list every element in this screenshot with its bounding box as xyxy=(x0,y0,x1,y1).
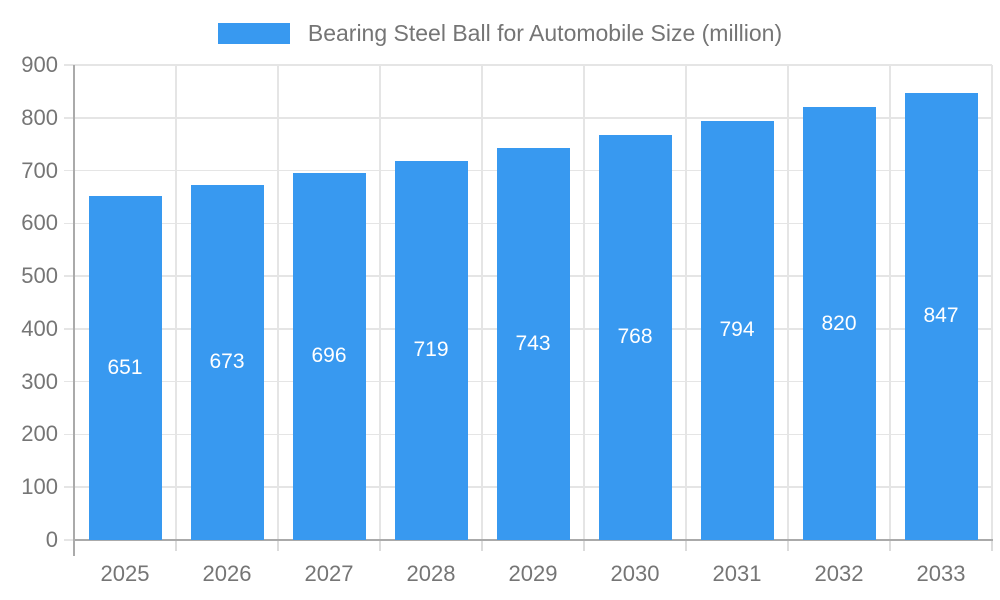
legend: Bearing Steel Ball for Automobile Size (… xyxy=(0,21,1000,46)
x-axis-tick xyxy=(277,540,279,551)
x-axis-tick xyxy=(787,540,789,551)
x-gridline xyxy=(991,65,993,540)
bar-2026[interactable]: 673 xyxy=(190,184,264,540)
bar-value-label: 794 xyxy=(719,318,755,342)
bar-value-label: 768 xyxy=(617,325,653,349)
x-axis-tick xyxy=(379,540,381,551)
x-axis-label: 2029 xyxy=(508,561,558,586)
x-axis-label: 2025 xyxy=(100,561,150,586)
y-axis-label: 900 xyxy=(21,52,58,77)
x-axis-tick xyxy=(991,540,993,551)
x-gridline xyxy=(889,65,891,540)
y-axis-label: 500 xyxy=(21,263,58,289)
x-gridline xyxy=(685,65,687,540)
bar-value-label: 673 xyxy=(209,350,245,374)
x-axis-label: 2031 xyxy=(712,561,762,586)
x-gridline xyxy=(379,65,381,540)
bar-value-label: 651 xyxy=(107,356,143,380)
bar-2029[interactable]: 743 xyxy=(496,147,570,540)
x-axis-tick xyxy=(889,540,891,551)
x-axis-label: 2033 xyxy=(916,561,966,586)
y-axis-label: 300 xyxy=(21,368,58,394)
x-axis-label: 2026 xyxy=(202,561,252,586)
bar-value-label: 719 xyxy=(413,338,449,362)
y-gridline xyxy=(64,64,992,66)
y-axis-label: 0 xyxy=(45,527,58,552)
bar-2033[interactable]: 847 xyxy=(904,92,978,540)
y-axis-label: 800 xyxy=(21,104,58,130)
legend-swatch[interactable] xyxy=(217,23,290,44)
x-gridline xyxy=(583,65,585,540)
bar-value-label: 743 xyxy=(515,331,551,355)
bar-2027[interactable]: 696 xyxy=(292,172,366,540)
x-axis-label: 2028 xyxy=(406,561,456,586)
bar-2031[interactable]: 794 xyxy=(700,120,774,540)
bar-2025[interactable]: 651 xyxy=(88,196,162,540)
x-gridline xyxy=(787,65,789,540)
x-gridline xyxy=(481,65,483,540)
bar-2032[interactable]: 820 xyxy=(802,107,876,540)
x-gridline xyxy=(175,65,177,540)
x-axis-tick xyxy=(175,540,177,551)
x-axis-label: 2032 xyxy=(814,561,864,586)
x-axis-tick xyxy=(583,540,585,551)
x-axis-label: 2030 xyxy=(610,561,660,586)
y-axis-label: 700 xyxy=(21,157,58,183)
y-axis-label: 400 xyxy=(21,315,58,341)
x-axis-label: 2027 xyxy=(304,561,354,586)
y-axis-line xyxy=(73,65,75,556)
bar-value-label: 820 xyxy=(821,311,857,335)
x-axis-tick xyxy=(481,540,483,551)
legend-label[interactable]: Bearing Steel Ball for Automobile Size (… xyxy=(307,20,783,46)
bar-value-label: 696 xyxy=(311,344,347,368)
y-gridline xyxy=(64,117,992,119)
x-axis-tick xyxy=(685,540,687,551)
y-axis-label: 100 xyxy=(21,474,58,500)
y-axis-label: 600 xyxy=(21,210,58,236)
x-gridline xyxy=(277,65,279,540)
y-axis-label: 200 xyxy=(21,421,58,447)
bar-value-label: 847 xyxy=(923,304,959,328)
bar-2028[interactable]: 719 xyxy=(394,160,468,540)
x-axis-line xyxy=(73,539,993,541)
bar-2030[interactable]: 768 xyxy=(598,134,672,540)
